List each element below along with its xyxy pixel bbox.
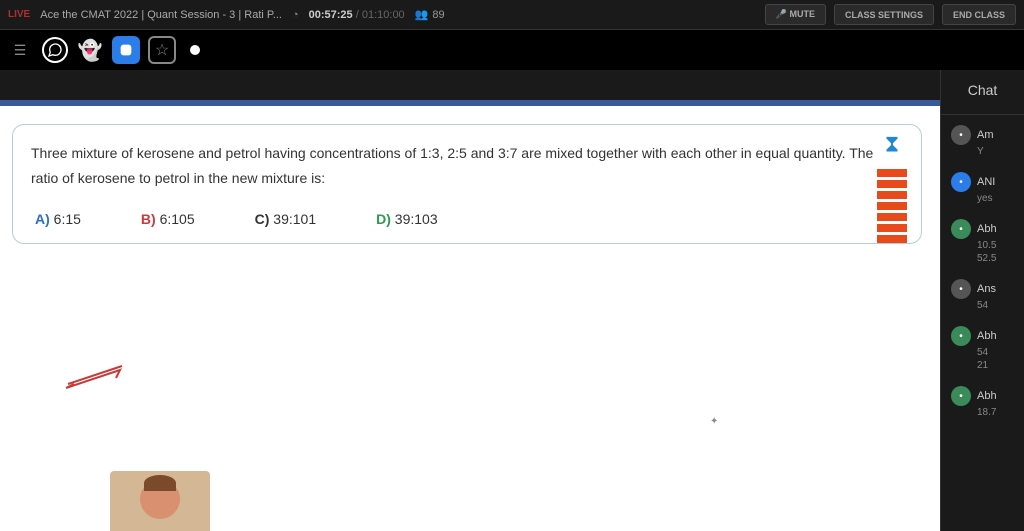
app-icon[interactable] (112, 36, 140, 64)
snapchat-icon[interactable]: 👻 (76, 36, 104, 64)
whiteboard: Three mixture of kerosene and petrol hav… (0, 100, 940, 531)
tutor-video[interactable] (110, 471, 210, 531)
chat-avatar: • (951, 219, 971, 239)
indicator-dot (190, 45, 200, 55)
star-icon[interactable]: ☆ (148, 36, 176, 64)
chat-header: Chat (941, 70, 1024, 115)
participants: 👥 89 (415, 8, 445, 21)
option-a[interactable]: A) 6:15 (35, 211, 81, 227)
chat-user-name: Abh (977, 330, 997, 342)
chat-list[interactable]: •AmY•ANIyes•Abh10.5 52.5•Ans54•Abh54 21•… (941, 115, 1024, 531)
bar (877, 213, 907, 221)
chat-item: • Abh 10.5 52.5 (945, 219, 1020, 265)
tutor-avatar (140, 479, 180, 519)
class-settings-button[interactable]: CLASS SETTINGS (834, 4, 934, 25)
option-c[interactable]: C) 39:101 (255, 211, 317, 227)
time-elapsed: 00:57:25 (309, 9, 353, 21)
chat-user-name: Ans (977, 283, 996, 295)
chat-message: 54 (951, 299, 1020, 312)
menu-icon[interactable]: ☰ (6, 36, 34, 64)
end-class-button[interactable]: END CLASS (942, 4, 1016, 25)
main-area: Three mixture of kerosene and petrol hav… (0, 70, 1024, 531)
clock-icon: ◔ (292, 9, 299, 21)
chat-item: • Am Y (945, 125, 1020, 158)
bar (877, 180, 907, 188)
chat-user-name: ANI (977, 176, 995, 188)
session-title: Ace the CMAT 2022 | Quant Session - 3 | … (40, 9, 282, 21)
chat-avatar: • (951, 326, 971, 346)
bar (877, 169, 907, 177)
chat-message: Y (951, 145, 1020, 158)
chat-item: • ANI yes (945, 172, 1020, 205)
progress-bars (877, 169, 907, 243)
options-row: A) 6:15 B) 6:105 C) 39:101 D) 39:103 (31, 211, 903, 227)
chat-avatar: • (951, 172, 971, 192)
pen-scribble (60, 356, 140, 396)
chat-user-name: Abh (977, 223, 997, 235)
bar (877, 202, 907, 210)
bar (877, 224, 907, 232)
bar (877, 191, 907, 199)
top-bar: LIVE Ace the CMAT 2022 | Quant Session -… (0, 0, 1024, 30)
chat-item: • Abh 54 21 (945, 326, 1020, 372)
hourglass-icon (881, 135, 903, 163)
chat-message: 10.5 52.5 (951, 239, 1020, 265)
question-card: Three mixture of kerosene and petrol hav… (12, 124, 922, 244)
chat-user-name: Abh (977, 390, 997, 402)
chat-item: • Abh 18.7 (945, 386, 1020, 419)
option-b[interactable]: B) 6:105 (141, 211, 195, 227)
time-total: / 01:10:00 (356, 9, 405, 21)
chat-user-name: Am (977, 129, 994, 141)
participant-count: 89 (432, 9, 444, 21)
chat-message: yes (951, 192, 1020, 205)
timer-widget (877, 135, 907, 243)
chat-message: 18.7 (951, 406, 1020, 419)
mic-icon: 🎤 (776, 9, 787, 19)
live-badge: LIVE (8, 9, 30, 20)
chat-avatar: • (951, 125, 971, 145)
chat-avatar: • (951, 279, 971, 299)
mute-button[interactable]: 🎤 MUTE (765, 4, 826, 25)
whatsapp-icon[interactable] (42, 37, 68, 63)
people-icon: 👥 (415, 8, 429, 21)
chat-item: • Ans 54 (945, 279, 1020, 312)
option-d[interactable]: D) 39:103 (376, 211, 438, 227)
bar (877, 235, 907, 243)
chat-avatar: • (951, 386, 971, 406)
cursor-dot: ✦ (710, 416, 718, 427)
chat-message: 54 21 (951, 346, 1020, 372)
app-icon-row: ☰ 👻 ☆ (0, 30, 1024, 70)
question-text: Three mixture of kerosene and petrol hav… (31, 141, 903, 191)
chat-panel: Chat •AmY•ANIyes•Abh10.5 52.5•Ans54•Abh5… (940, 70, 1024, 531)
